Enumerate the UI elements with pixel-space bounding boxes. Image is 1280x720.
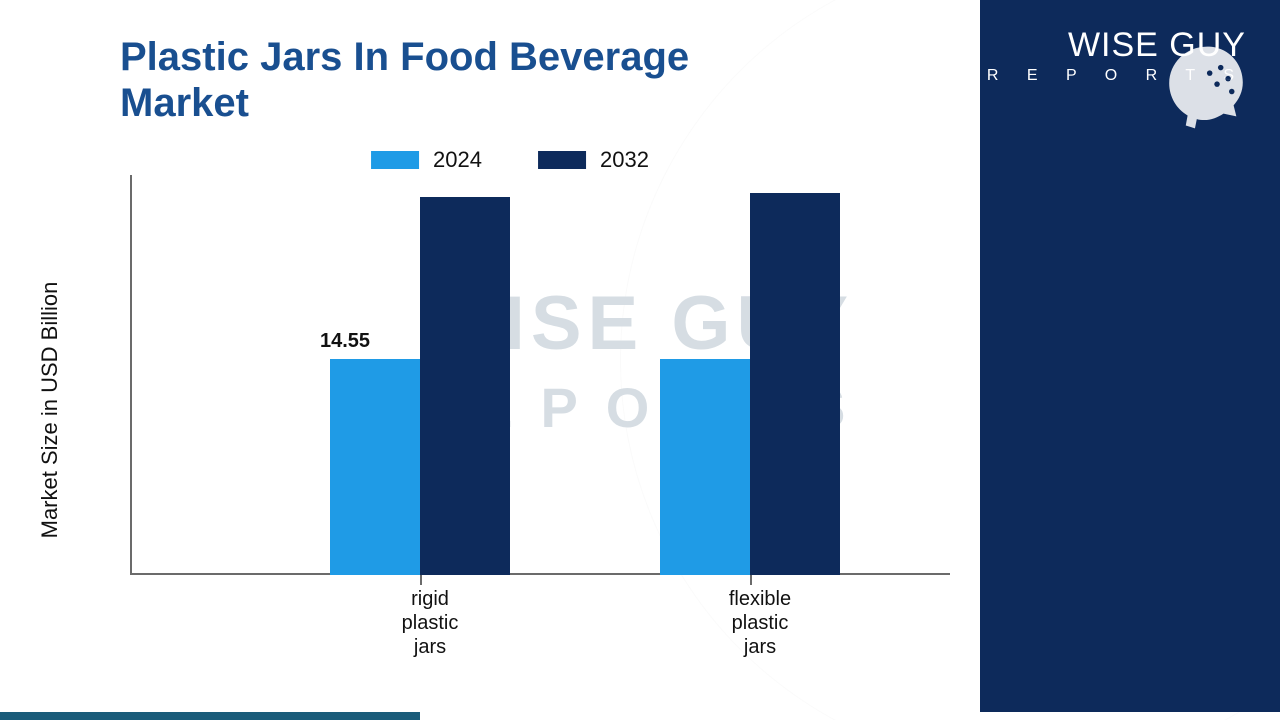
legend-swatch <box>538 151 586 169</box>
bar-value-label: 14.55 <box>320 330 370 353</box>
chart-area: Market Size in USD Billion 20242032 14.5… <box>70 175 950 645</box>
canvas: WISE GUY REPORTS WISE GUY R E P O R T S … <box>0 0 1280 720</box>
bar-group: 14.55rigidplasticjars <box>330 175 530 575</box>
bar <box>330 359 420 575</box>
legend-item: 2024 <box>371 147 482 173</box>
chart-title: Plastic Jars In Food Beverage Market <box>120 34 760 126</box>
x-tick <box>420 575 422 585</box>
head-icon <box>1160 40 1252 132</box>
legend-item: 2032 <box>538 147 649 173</box>
legend: 2024 2032 <box>371 147 649 173</box>
bar <box>750 193 840 575</box>
bottom-accent-bar <box>0 712 420 720</box>
bar <box>420 197 510 575</box>
legend-label: 2024 <box>433 147 482 173</box>
brand-logo: WISE GUY R E P O R T S <box>987 26 1246 85</box>
plot-area: 14.55rigidplasticjars flexibleplasticjars <box>130 175 950 575</box>
bar-group: flexibleplasticjars <box>660 175 860 575</box>
legend-swatch <box>371 151 419 169</box>
y-axis-label: Market Size in USD Billion <box>37 282 63 539</box>
bar <box>660 359 750 575</box>
legend-label: 2032 <box>600 147 649 173</box>
y-axis-line <box>130 175 132 575</box>
category-label: rigidplasticjars <box>330 587 530 659</box>
x-tick <box>750 575 752 585</box>
category-label: flexibleplasticjars <box>660 587 860 659</box>
